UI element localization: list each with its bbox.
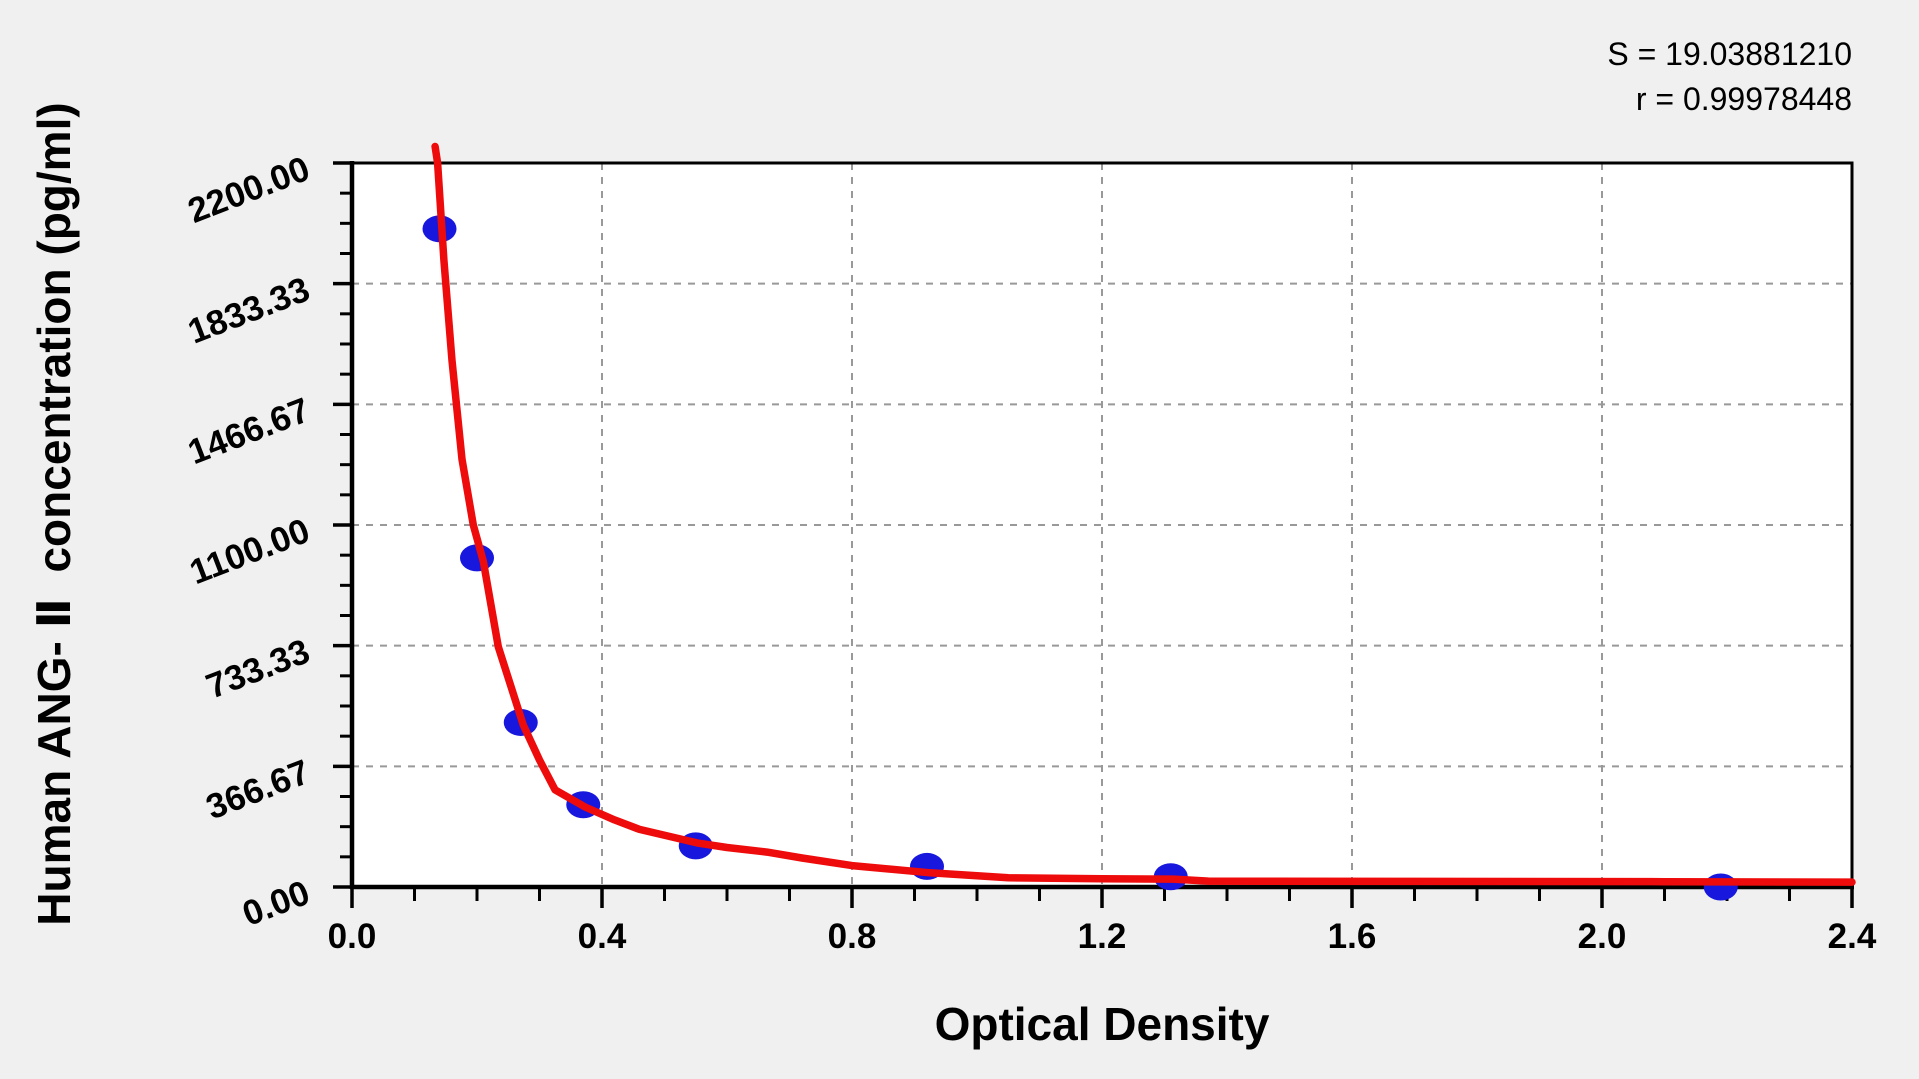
y-tick-label: 1466.67 — [183, 390, 315, 472]
x-tick-label: 0.8 — [828, 917, 877, 956]
y-tick-label: 1833.33 — [183, 270, 315, 352]
x-tick-label: 0.0 — [328, 917, 377, 956]
y-tick-label: 2200.00 — [183, 149, 315, 231]
axes-frame — [349, 161, 1854, 890]
y-tick-label: 1100.00 — [185, 511, 315, 592]
fit-stat-r: r = 0.99978448 — [1636, 81, 1852, 117]
gridlines — [352, 163, 1852, 887]
y-tick-label: 0.00 — [237, 873, 315, 934]
x-tick-label: 0.4 — [578, 917, 627, 956]
y-tick-label: 733.33 — [201, 632, 315, 707]
axis-ticks — [333, 161, 1854, 908]
standard-data-point — [1703, 873, 1738, 901]
x-tick-label: 2.0 — [1578, 917, 1627, 956]
fit-stat-s: S = 19.03881210 — [1607, 36, 1852, 72]
y-tick-label: 366.67 — [201, 752, 315, 827]
x-axis-title: Optical Density — [935, 998, 1270, 1050]
fit-curve — [431, 142, 1856, 886]
x-tick-label: 1.6 — [1328, 917, 1377, 956]
x-tick-label: 1.2 — [1078, 917, 1127, 956]
y-axis-title: Human ANG- Ⅱ concentration (pg/ml) — [28, 102, 80, 925]
fit-curve-group — [431, 142, 1856, 886]
x-tick-label: 2.4 — [1828, 917, 1877, 956]
